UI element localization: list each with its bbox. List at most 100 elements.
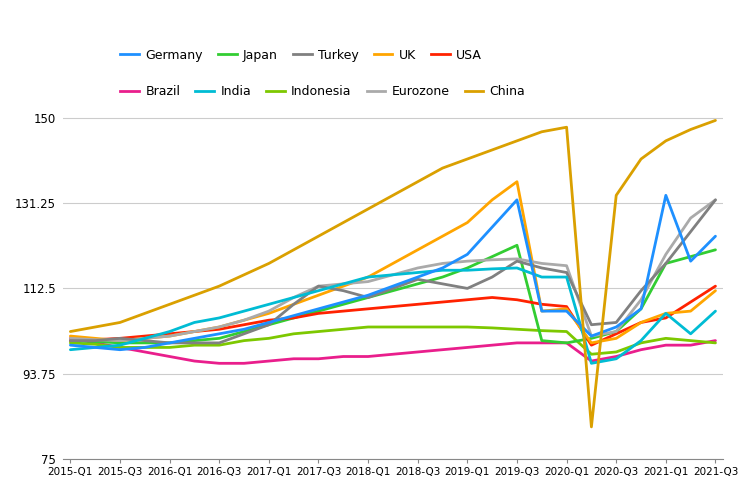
Line: Japan: Japan [70,246,716,343]
USA [488,295,497,301]
China [265,260,274,266]
Turkey [289,301,298,307]
Indonesia [90,341,100,347]
Eurozone [314,283,323,289]
Eurozone [140,336,149,341]
UK [115,338,124,343]
Germany [711,233,720,239]
China [463,156,472,162]
India [413,270,422,276]
USA [240,322,249,328]
Japan [289,315,298,321]
India [711,308,720,314]
Eurozone [413,265,422,271]
Eurozone [438,260,447,266]
Japan [140,340,149,346]
Turkey [686,229,695,235]
Japan [66,338,75,343]
USA [438,299,447,305]
UK [66,333,75,339]
USA [587,342,596,348]
UK [265,310,274,316]
Eurozone [587,333,596,339]
Germany [66,342,75,348]
Indonesia [587,351,596,357]
Line: Brazil: Brazil [70,338,716,363]
Line: Germany: Germany [70,195,716,350]
USA [538,301,547,307]
China [562,124,571,130]
India [661,310,670,316]
Turkey [388,285,397,291]
Germany [413,274,422,280]
Germany [265,319,274,325]
Indonesia [513,326,522,332]
Eurozone [711,197,720,203]
UK [711,288,720,294]
India [438,267,447,273]
Germany [165,340,174,346]
USA [215,326,224,332]
India [686,331,695,337]
Japan [488,254,497,260]
Japan [190,338,199,343]
Turkey [240,331,249,337]
Japan [363,295,372,301]
Germany [513,197,522,203]
UK [339,283,348,289]
UK [190,329,199,335]
India [488,266,497,272]
Japan [611,329,621,335]
Indonesia [215,342,224,348]
Brazil [363,354,372,360]
Turkey [587,322,596,328]
India [90,344,100,350]
China [538,129,547,135]
Brazil [611,354,621,360]
Turkey [661,260,670,266]
UK [289,301,298,307]
Indonesia [463,324,472,330]
Indonesia [686,338,695,343]
UK [240,317,249,323]
UK [463,219,472,225]
UK [388,260,397,266]
China [240,272,249,278]
Germany [90,344,100,350]
Brazil [289,356,298,362]
India [289,295,298,301]
Brazil [711,338,720,343]
USA [562,304,571,309]
Indonesia [538,328,547,334]
Turkey [636,288,645,294]
Turkey [711,197,720,203]
Line: China: China [70,121,716,427]
Eurozone [165,333,174,339]
Germany [215,331,224,337]
Germany [314,306,323,312]
Germany [240,326,249,332]
Turkey [438,281,447,287]
Germany [339,299,348,305]
Germany [140,344,149,350]
Japan [90,338,100,344]
Japan [339,301,348,307]
Eurozone [115,338,124,343]
UK [413,247,422,253]
Brazil [314,356,323,362]
Japan [314,308,323,314]
Eurozone [636,297,645,303]
Germany [611,324,621,330]
Japan [388,288,397,294]
Eurozone [388,272,397,278]
Japan [711,247,720,253]
Japan [240,329,249,335]
Japan [413,281,422,287]
China [438,165,447,171]
Brazil [661,342,670,348]
India [363,274,372,280]
Line: India: India [70,268,716,363]
USA [711,283,720,289]
USA [636,319,645,325]
China [289,247,298,253]
